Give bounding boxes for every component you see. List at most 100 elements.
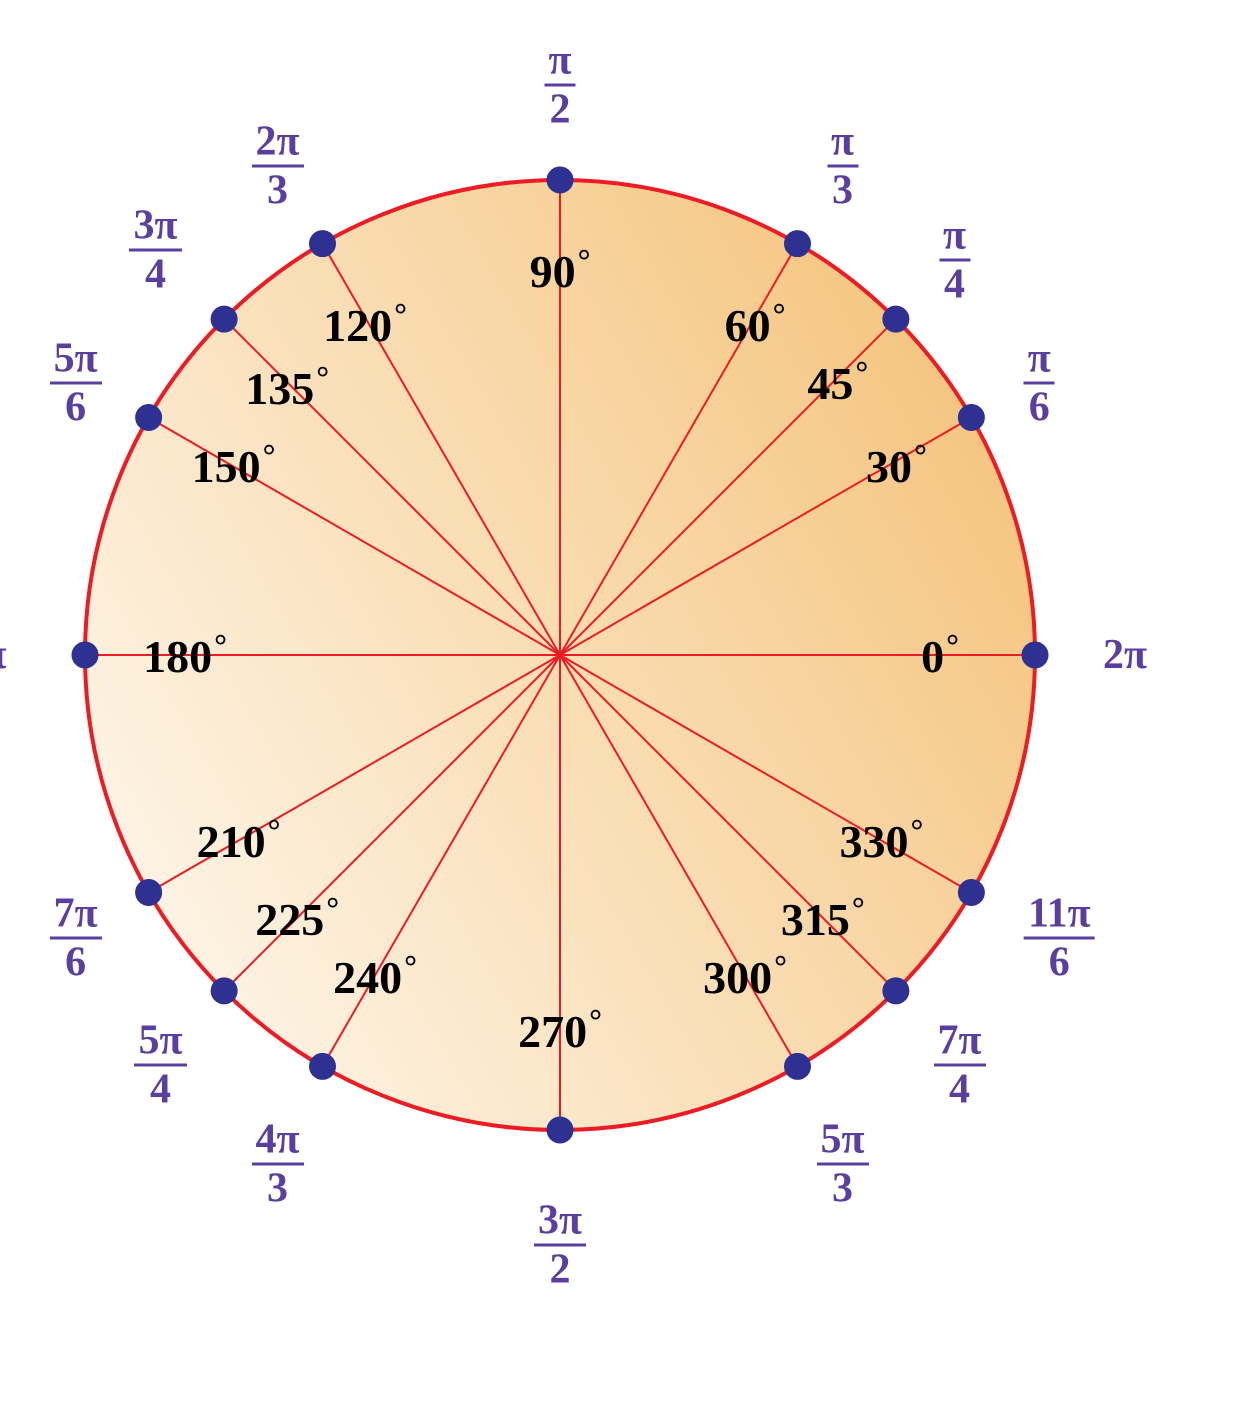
radian-label-90: π2 bbox=[544, 40, 575, 131]
radian-numerator: 3π bbox=[534, 1200, 586, 1244]
radian-label-240: 4π3 bbox=[251, 1119, 303, 1210]
dot-315 bbox=[883, 978, 909, 1004]
radian-fraction: π2 bbox=[544, 40, 575, 131]
radian-label-60: π3 bbox=[827, 120, 858, 211]
degree-symbol: ° bbox=[316, 359, 329, 395]
radian-label-315: 7π4 bbox=[933, 1019, 985, 1110]
radian-numerator: 5π bbox=[816, 1119, 868, 1163]
degree-label-300: 300° bbox=[703, 948, 787, 1004]
dot-45 bbox=[883, 306, 909, 332]
radian-fraction: 3π2 bbox=[534, 1200, 586, 1291]
degree-value: 300 bbox=[703, 953, 772, 1004]
radian-label-300: 5π3 bbox=[816, 1119, 868, 1210]
radian-numerator: 5π bbox=[134, 1019, 186, 1063]
radian-numerator: π bbox=[939, 215, 970, 259]
dot-210 bbox=[136, 880, 162, 906]
circle-svg bbox=[0, 0, 1239, 1408]
radian-denominator: 3 bbox=[827, 169, 858, 211]
dot-135 bbox=[211, 306, 237, 332]
radian-label-210: 7π6 bbox=[50, 892, 102, 983]
dot-225 bbox=[211, 978, 237, 1004]
radian-denominator: 6 bbox=[50, 386, 102, 428]
degree-value: 90 bbox=[530, 246, 576, 297]
degree-symbol: ° bbox=[910, 812, 923, 848]
dot-150 bbox=[136, 405, 162, 431]
degree-symbol: ° bbox=[914, 437, 927, 473]
radian-denominator: 4 bbox=[939, 264, 970, 306]
dot-0 bbox=[1022, 642, 1048, 668]
degree-label-225: 225° bbox=[255, 890, 339, 946]
degree-symbol: ° bbox=[268, 812, 281, 848]
degree-label-180: 180° bbox=[143, 627, 227, 683]
degree-value: 0 bbox=[921, 631, 944, 682]
dot-30 bbox=[958, 405, 984, 431]
radian-label-270: 3π2 bbox=[534, 1200, 586, 1291]
degree-symbol: ° bbox=[578, 242, 591, 278]
radian-numerator: 3π bbox=[129, 205, 181, 249]
dot-90 bbox=[547, 167, 573, 193]
degree-value: 315 bbox=[781, 894, 850, 945]
radian-numerator: π bbox=[827, 120, 858, 164]
unit-circle-diagram: 0°2π30°π645°π460°π390°π2120°2π3135°3π415… bbox=[0, 0, 1239, 1408]
radian-denominator: 3 bbox=[816, 1168, 868, 1210]
dot-270 bbox=[547, 1117, 573, 1143]
degree-value: 330 bbox=[839, 816, 908, 867]
degree-value: 60 bbox=[725, 300, 771, 351]
radian-numerator: 7π bbox=[933, 1019, 985, 1063]
radian-value: 2π bbox=[1101, 634, 1149, 676]
radian-fraction: 7π4 bbox=[933, 1019, 985, 1110]
degree-label-210: 210° bbox=[197, 812, 281, 868]
degree-value: 120 bbox=[323, 300, 392, 351]
radian-label-180: π bbox=[0, 634, 9, 676]
radian-numerator: 7π bbox=[50, 892, 102, 936]
dot-60 bbox=[785, 231, 811, 257]
degree-label-135: 135° bbox=[245, 359, 329, 415]
radian-denominator: 4 bbox=[129, 254, 181, 296]
radian-denominator: 6 bbox=[1024, 941, 1095, 983]
degree-label-0: 0° bbox=[921, 627, 959, 683]
radian-denominator: 2 bbox=[534, 1249, 586, 1291]
degree-label-315: 315° bbox=[781, 890, 865, 946]
degree-symbol: ° bbox=[773, 295, 786, 331]
degree-label-240: 240° bbox=[333, 948, 417, 1004]
radian-numerator: π bbox=[1024, 337, 1055, 381]
radian-numerator: 4π bbox=[251, 1119, 303, 1163]
degree-value: 180 bbox=[143, 631, 212, 682]
radian-denominator: 4 bbox=[933, 1068, 985, 1110]
radian-numerator: 2π bbox=[251, 120, 303, 164]
degree-label-120: 120° bbox=[323, 295, 407, 351]
dot-120 bbox=[310, 231, 336, 257]
radian-denominator: 2 bbox=[544, 89, 575, 131]
radian-fraction: 5π3 bbox=[816, 1119, 868, 1210]
degree-symbol: ° bbox=[589, 1002, 602, 1038]
radian-numerator: π bbox=[544, 40, 575, 84]
degree-label-150: 150° bbox=[192, 437, 276, 493]
radian-denominator: 3 bbox=[251, 169, 303, 211]
radian-denominator: 6 bbox=[50, 941, 102, 983]
degree-label-30: 30° bbox=[866, 437, 927, 493]
radian-denominator: 6 bbox=[1024, 386, 1055, 428]
degree-symbol: ° bbox=[394, 295, 407, 331]
degree-symbol: ° bbox=[855, 354, 868, 390]
radian-label-45: π4 bbox=[939, 215, 970, 306]
radian-fraction: 4π3 bbox=[251, 1119, 303, 1210]
radian-label-225: 5π4 bbox=[134, 1019, 186, 1110]
radian-label-120: 2π3 bbox=[251, 120, 303, 211]
degree-symbol: ° bbox=[852, 890, 865, 926]
degree-label-270: 270° bbox=[518, 1002, 602, 1058]
degree-symbol: ° bbox=[946, 627, 959, 663]
radian-label-330: 11π6 bbox=[1024, 892, 1095, 983]
radian-value: π bbox=[0, 634, 9, 676]
degree-label-60: 60° bbox=[725, 295, 786, 351]
radian-label-0: 2π bbox=[1101, 634, 1149, 676]
radian-numerator: 5π bbox=[50, 337, 102, 381]
radian-fraction: 7π6 bbox=[50, 892, 102, 983]
radian-fraction: π6 bbox=[1024, 337, 1055, 428]
radian-label-150: 5π6 bbox=[50, 337, 102, 428]
radian-fraction: 2π3 bbox=[251, 120, 303, 211]
degree-value: 150 bbox=[192, 441, 261, 492]
radian-numerator: 11π bbox=[1024, 892, 1095, 936]
dot-180 bbox=[72, 642, 98, 668]
degree-label-330: 330° bbox=[839, 812, 923, 868]
degree-symbol: ° bbox=[214, 627, 227, 663]
